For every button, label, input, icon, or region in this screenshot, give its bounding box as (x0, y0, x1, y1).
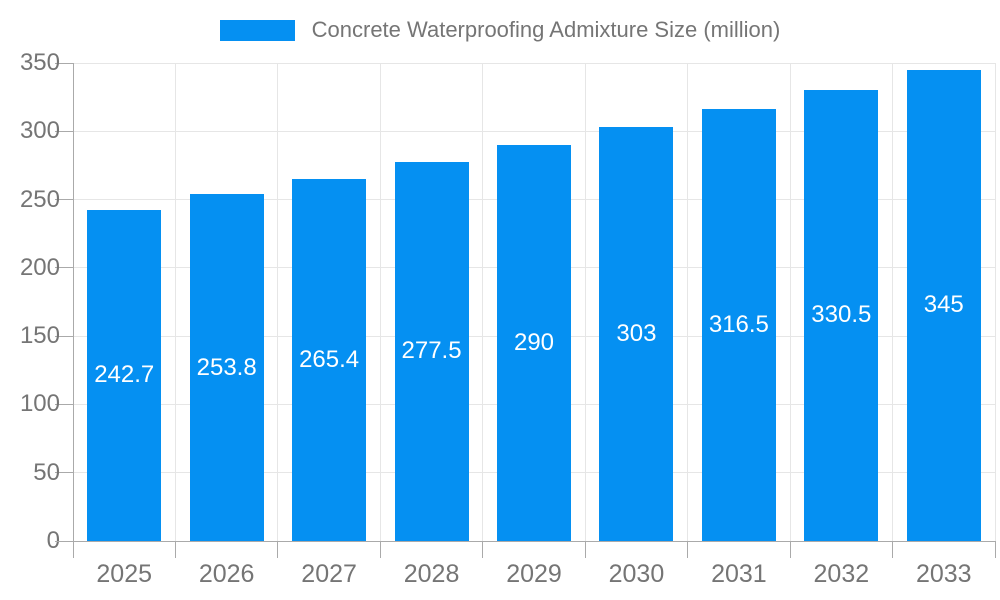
y-tick (55, 403, 73, 405)
v-grid-line (277, 63, 279, 541)
y-tick (55, 472, 73, 474)
v-grid-line (379, 63, 381, 541)
y-tick (55, 199, 73, 201)
y-tick-label: 350 (19, 49, 60, 76)
bar[interactable]: 316.5 (701, 108, 776, 541)
y-tick-label: 0 (46, 527, 60, 554)
x-tick-label: 2033 (915, 560, 972, 588)
x-tick-label: 2032 (813, 560, 870, 588)
y-grid-line (73, 130, 995, 132)
x-tick (482, 541, 484, 558)
y-tick-label: 300 (19, 117, 60, 145)
v-grid-line (584, 63, 586, 541)
bar[interactable]: 242.7 (87, 209, 162, 541)
bar-value-label: 253.8 (196, 353, 257, 381)
x-tick-label: 2030 (608, 560, 665, 588)
v-grid-line (994, 63, 996, 541)
x-tick (379, 541, 381, 558)
bar[interactable]: 290 (497, 144, 571, 541)
bar-value-label: 277.5 (401, 337, 462, 365)
x-tick-label: 2025 (96, 560, 153, 588)
v-grid-line (482, 63, 484, 541)
y-axis-line (72, 63, 74, 541)
y-tick (55, 267, 73, 269)
x-tick (687, 541, 689, 558)
y-tick (55, 62, 73, 64)
x-tick-label: 2027 (301, 560, 357, 588)
bar-value-label: 316.5 (708, 310, 769, 338)
y-grid-line (73, 62, 995, 64)
legend-swatch (219, 19, 295, 41)
x-tick-label: 2028 (403, 560, 460, 588)
x-tick (584, 541, 586, 558)
bar-value-label: 345 (923, 291, 964, 319)
y-tick (55, 335, 73, 337)
bar[interactable]: 253.8 (189, 194, 264, 541)
x-axis-line (55, 540, 995, 542)
x-tick (277, 541, 279, 558)
bar-value-label: 290 (513, 328, 555, 356)
y-tick-label: 100 (19, 390, 60, 418)
bar[interactable]: 277.5 (394, 162, 469, 541)
bar[interactable]: 330.5 (804, 89, 879, 541)
x-tick (892, 541, 894, 558)
x-tick (789, 541, 791, 558)
bar-value-label: 265.4 (299, 345, 360, 373)
x-tick-label: 2029 (506, 560, 562, 588)
x-tick (72, 541, 74, 558)
y-tick-label: 200 (19, 253, 60, 281)
y-tick-label: 250 (19, 185, 60, 213)
y-tick-label: 50 (33, 458, 60, 486)
v-grid-line (687, 63, 689, 541)
x-tick-label: 2026 (198, 560, 255, 588)
y-tick (55, 130, 73, 132)
bar-value-label: 330.5 (811, 301, 872, 329)
x-tick-label: 2031 (711, 560, 767, 588)
bar-value-label: 303 (616, 320, 657, 348)
x-tick (994, 541, 996, 558)
y-tick-label: 150 (19, 322, 60, 350)
v-grid-line (789, 63, 791, 541)
x-tick (174, 541, 176, 558)
legend[interactable]: Concrete Waterproofing Admixture Size (m… (0, 17, 1000, 43)
legend-label: Concrete Waterproofing Admixture Size (m… (311, 17, 781, 42)
bar[interactable]: 265.4 (292, 178, 367, 541)
bar[interactable]: 345 (906, 69, 981, 541)
bar[interactable]: 303 (599, 127, 674, 541)
v-grid-line (892, 63, 894, 541)
bar-value-label: 242.7 (94, 361, 155, 389)
v-grid-line (174, 63, 176, 541)
